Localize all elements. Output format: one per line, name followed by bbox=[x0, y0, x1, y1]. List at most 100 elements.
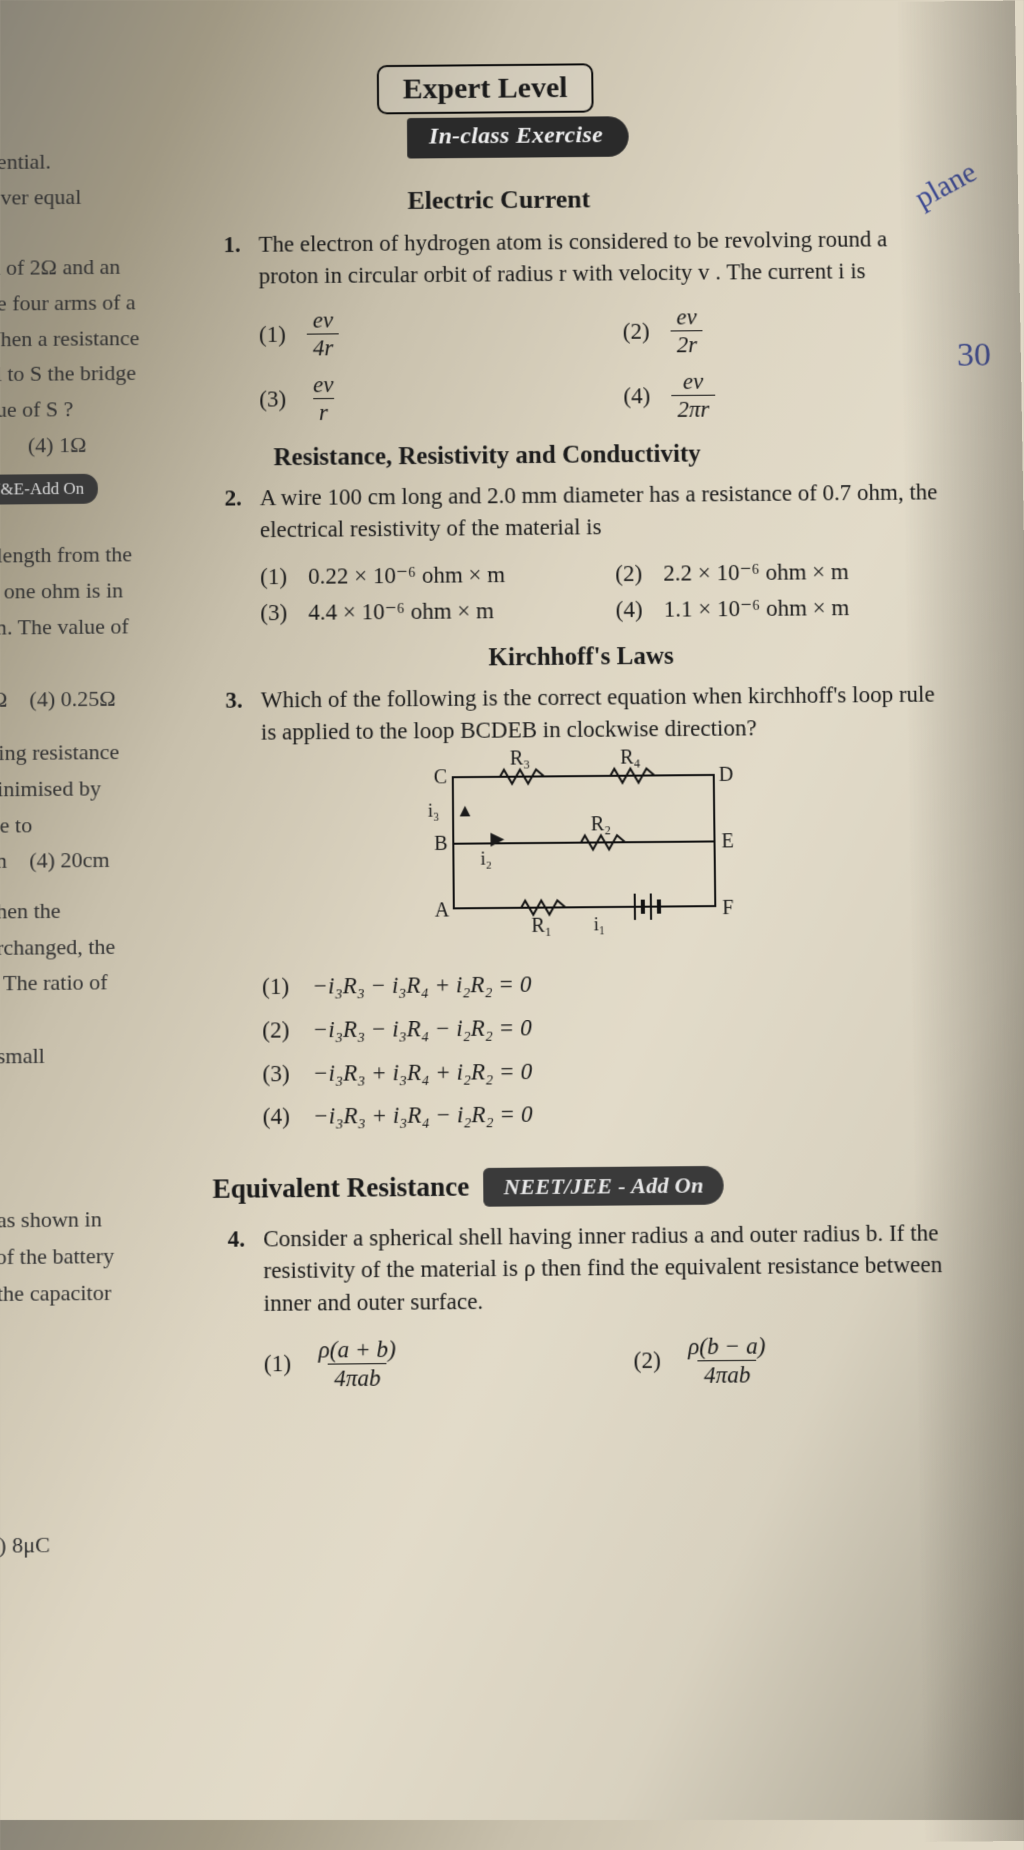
frac-top: ev bbox=[677, 370, 710, 395]
fragment: (4) 1Ω bbox=[28, 429, 180, 460]
left-cutoff-column: otential. never equal ch of 2Ω and an th… bbox=[0, 146, 184, 1568]
opt-label: (4) bbox=[263, 1095, 300, 1139]
frac-top: ev bbox=[307, 309, 339, 334]
q1-number: 1. bbox=[209, 229, 241, 292]
opt-label: (4) bbox=[623, 383, 659, 409]
node-b: B bbox=[434, 833, 448, 856]
fragment-cm: cm bbox=[0, 848, 7, 873]
q2-opt-3: (3)4.4 × 10⁻⁶ ohm × m bbox=[260, 597, 596, 626]
fragment: n the capacitor bbox=[0, 1277, 183, 1309]
q3-text: Which of the following is the correct eq… bbox=[261, 678, 953, 748]
fragment: minimised by bbox=[0, 772, 181, 804]
label-r3: R₃ bbox=[510, 748, 531, 771]
handwritten-note: 30 bbox=[957, 337, 992, 375]
fragment: y small bbox=[0, 1039, 182, 1071]
question-1: 1. The electron of hydrogen atom is cons… bbox=[209, 223, 946, 292]
q1-text: The electron of hydrogen atom is conside… bbox=[258, 223, 945, 292]
opt-eqn: −i₃R₃ − i₃R₄ − i₂R₂ = 0 bbox=[313, 1007, 532, 1052]
main-content: Expert Level In-class Exercise Electric … bbox=[208, 60, 963, 1391]
opt-label: (4) bbox=[616, 597, 652, 623]
circuit-diagram: C D B E A F R₃ R₄ R₂ R₁ ▲ i₃ ▶ i₂ i₁ bbox=[422, 754, 745, 949]
fragment-025ohm: (4) 0.25Ω bbox=[29, 685, 115, 711]
opt-label: (2) bbox=[633, 1348, 670, 1375]
q3-opt-4: (4)−i₃R₃ + i₃R₄ − i₂R₂ = 0 bbox=[263, 1090, 960, 1139]
fragment: e of the battery bbox=[0, 1240, 182, 1272]
fragment-4ohm: 4Ω bbox=[0, 686, 7, 711]
fragment: (4) 8μC bbox=[0, 1529, 183, 1561]
fragment: uring resistance bbox=[0, 737, 181, 769]
fragment: g length from the bbox=[0, 539, 180, 570]
opt-label: (3) bbox=[259, 386, 295, 412]
fragment: cm. The value of bbox=[0, 611, 180, 642]
frac-top: ev bbox=[670, 306, 703, 331]
q2-options: (1)0.22 × 10⁻⁶ ohm × m (2)2.2 × 10⁻⁶ ohm… bbox=[260, 558, 951, 626]
opt-eqn: −i₃R₃ + i₃R₄ + i₂R₂ = 0 bbox=[313, 1050, 533, 1095]
node-d: D bbox=[719, 764, 734, 787]
battery-icon bbox=[634, 894, 661, 921]
q4-options: (1) ρ(a + b)4πab (2) ρ(b − a)4πab bbox=[264, 1332, 963, 1390]
equiv-resist-title: Equivalent Resistance bbox=[212, 1171, 469, 1205]
addon-small-tag: J&E-Add On bbox=[0, 473, 98, 505]
q2-opt-4: (4)1.1 × 10⁻⁶ ohm × m bbox=[616, 594, 952, 623]
section-kirchhoff: Kirchhoff's Laws bbox=[210, 640, 952, 675]
fragment: 0 bbox=[0, 1076, 182, 1108]
opt-label: (3) bbox=[262, 1052, 299, 1096]
frac-top: ev bbox=[307, 374, 339, 399]
frac-bot: 4πab bbox=[328, 1363, 387, 1390]
q1-opt-2: (2) ev2r bbox=[622, 304, 947, 357]
q3-opt-1: (1)−i₃R₃ − i₃R₄ + i₂R₂ = 0 bbox=[262, 960, 957, 1009]
expert-level-box: Expert Level bbox=[377, 63, 594, 114]
frac-bot: 2r bbox=[671, 331, 704, 357]
opt-label: (1) bbox=[259, 322, 295, 348]
fragment: d as shown in bbox=[0, 1204, 182, 1236]
fragment: When a resistance bbox=[0, 323, 179, 354]
q2-opt-2: (2)2.2 × 10⁻⁶ ohm × m bbox=[615, 558, 950, 587]
label-i1: i₁ bbox=[594, 915, 606, 936]
question-2: 2. A wire 100 cm long and 2.0 mm diamete… bbox=[210, 477, 950, 547]
opt-label: (1) bbox=[262, 966, 298, 1009]
frac-top: ρ(a + b) bbox=[312, 1337, 402, 1363]
fragment: cm (4) 20cm bbox=[0, 844, 181, 876]
q3-options: (1)−i₃R₃ − i₃R₄ + i₂R₂ = 0 (2) −i₃R₃ − i₃… bbox=[262, 960, 959, 1139]
label-r4: R₄ bbox=[620, 747, 641, 770]
opt-label: (1) bbox=[260, 564, 296, 590]
q1-opt-3: (3) evr bbox=[259, 371, 584, 425]
q4-opt-2: (2) ρ(b − a)4πab bbox=[633, 1332, 963, 1387]
fragment: the four arms of a bbox=[0, 287, 179, 318]
opt-label: (2) bbox=[615, 561, 651, 587]
fragment: lel to S the bridge bbox=[0, 358, 179, 389]
fragment: terchanged, the bbox=[0, 931, 181, 963]
label-r1: R₁ bbox=[531, 915, 552, 938]
node-a: A bbox=[435, 900, 450, 923]
fragment-20cm: (4) 20cm bbox=[29, 847, 109, 873]
q4-opt-1: (1) ρ(a + b)4πab bbox=[264, 1335, 594, 1390]
q2-text: A wire 100 cm long and 2.0 mm diameter h… bbox=[260, 477, 950, 546]
arrow-i2-icon: ▶ bbox=[490, 829, 504, 850]
frac-bot: r bbox=[313, 398, 334, 424]
arrow-i3-icon: ▲ bbox=[456, 801, 474, 822]
section-equiv-resistance: Equivalent Resistance NEET/JEE - Add On bbox=[212, 1163, 960, 1208]
fragment: of one ohm is in bbox=[0, 575, 180, 606]
node-f: F bbox=[722, 897, 733, 920]
fragment: ll. The ratio of bbox=[0, 967, 182, 999]
question-3: 3. Which of the following is the correct… bbox=[211, 678, 954, 748]
frac-bot: 4r bbox=[307, 334, 339, 360]
label-i3: i₃ bbox=[428, 801, 439, 822]
q1-options: (1) ev4r (2) ev2r (3) evr (4) ev2πr bbox=[259, 304, 948, 425]
opt-label: (1) bbox=[264, 1351, 301, 1378]
fragment: alue of S ? bbox=[0, 393, 180, 424]
frac-bot: 2πr bbox=[671, 395, 715, 421]
frac-bot: 4πab bbox=[698, 1360, 757, 1387]
fragment: when the bbox=[0, 895, 181, 927]
opt-label: (2) bbox=[262, 1009, 298, 1052]
opt-label: (2) bbox=[623, 319, 659, 345]
q1-opt-1: (1) ev4r bbox=[259, 307, 583, 360]
q1-opt-4: (4) ev2πr bbox=[623, 368, 948, 422]
section-electric-current: Electric Current bbox=[407, 182, 944, 216]
fragment: 4Ω (4) 0.25Ω bbox=[0, 683, 181, 715]
in-class-banner: In-class Exercise bbox=[407, 116, 629, 158]
node-e: E bbox=[721, 831, 734, 854]
q4-text: Consider a spherical shell having inner … bbox=[263, 1216, 962, 1319]
neet-jee-tag: NEET/JEE - Add On bbox=[483, 1165, 724, 1206]
question-4: 4. Consider a spherical shell having inn… bbox=[213, 1216, 962, 1320]
